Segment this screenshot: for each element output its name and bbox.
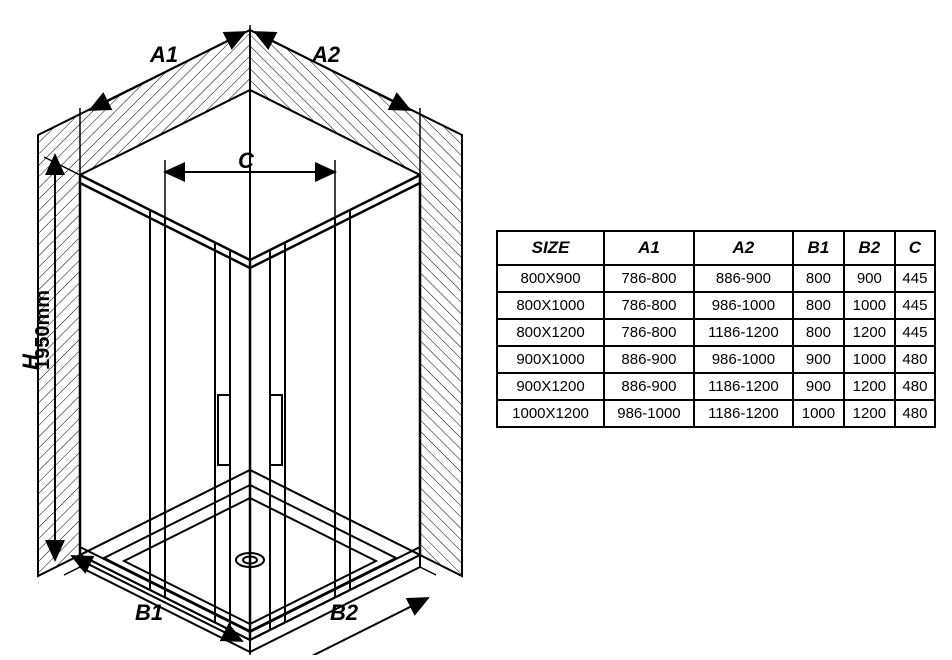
cell: 1186-1200 xyxy=(694,373,793,400)
cell: 800X1200 xyxy=(497,319,604,346)
label-c: C xyxy=(238,148,254,174)
cell: 1000 xyxy=(844,292,895,319)
cell: 786-800 xyxy=(604,292,694,319)
diagram-svg xyxy=(0,0,500,655)
col-c: C xyxy=(895,231,935,265)
col-b2: B2 xyxy=(844,231,895,265)
table-row: 800X1000 786-800 986-1000 800 1000 445 xyxy=(497,292,935,319)
cell: 900 xyxy=(793,346,844,373)
label-height: 1950mm xyxy=(32,290,55,370)
cell: 480 xyxy=(895,346,935,373)
col-size: SIZE xyxy=(497,231,604,265)
cell: 986-1000 xyxy=(694,292,793,319)
cell: 900X1200 xyxy=(497,373,604,400)
cell: 1000 xyxy=(793,400,844,427)
table-header-row: SIZE A1 A2 B1 B2 C xyxy=(497,231,935,265)
cell: 800 xyxy=(793,265,844,292)
label-b1: B1 xyxy=(135,600,163,626)
table-row: 800X900 786-800 886-900 800 900 445 xyxy=(497,265,935,292)
cell: 886-900 xyxy=(694,265,793,292)
label-a1: A1 xyxy=(150,42,178,68)
cell: 900 xyxy=(844,265,895,292)
cell: 800 xyxy=(793,319,844,346)
cell: 800X1000 xyxy=(497,292,604,319)
cell: 900 xyxy=(793,373,844,400)
size-table: SIZE A1 A2 B1 B2 C 800X900 786-800 886-9… xyxy=(496,230,936,428)
col-a1: A1 xyxy=(604,231,694,265)
cell: 986-1000 xyxy=(604,400,694,427)
cell: 480 xyxy=(895,400,935,427)
col-a2: A2 xyxy=(694,231,793,265)
isometric-diagram: A1 A2 C H 1950mm B1 B2 xyxy=(0,0,500,655)
cell: 1200 xyxy=(844,319,895,346)
cell: 786-800 xyxy=(604,265,694,292)
cell: 480 xyxy=(895,373,935,400)
table-row: 800X1200 786-800 1186-1200 800 1200 445 xyxy=(497,319,935,346)
cell: 445 xyxy=(895,265,935,292)
cell: 1186-1200 xyxy=(694,400,793,427)
table-row: 900X1200 886-900 1186-1200 900 1200 480 xyxy=(497,373,935,400)
cell: 1200 xyxy=(844,400,895,427)
table-row: 900X1000 886-900 986-1000 900 1000 480 xyxy=(497,346,935,373)
cell: 900X1000 xyxy=(497,346,604,373)
cell: 445 xyxy=(895,319,935,346)
cell: 1186-1200 xyxy=(694,319,793,346)
cell: 1000 xyxy=(844,346,895,373)
table-row: 1000X1200 986-1000 1186-1200 1000 1200 4… xyxy=(497,400,935,427)
cell: 786-800 xyxy=(604,319,694,346)
table-body: 800X900 786-800 886-900 800 900 445 800X… xyxy=(497,265,935,427)
cell: 800 xyxy=(793,292,844,319)
cell: 1200 xyxy=(844,373,895,400)
page-root: A1 A2 C H 1950mm B1 B2 SIZE A1 A2 B1 B2 … xyxy=(0,0,952,655)
cell: 800X900 xyxy=(497,265,604,292)
label-b2: B2 xyxy=(330,600,358,626)
cell: 986-1000 xyxy=(694,346,793,373)
label-a2: A2 xyxy=(312,42,340,68)
cell: 886-900 xyxy=(604,373,694,400)
col-b1: B1 xyxy=(793,231,844,265)
cell: 445 xyxy=(895,292,935,319)
cell: 886-900 xyxy=(604,346,694,373)
size-table-container: SIZE A1 A2 B1 B2 C 800X900 786-800 886-9… xyxy=(496,230,936,428)
cell: 1000X1200 xyxy=(497,400,604,427)
